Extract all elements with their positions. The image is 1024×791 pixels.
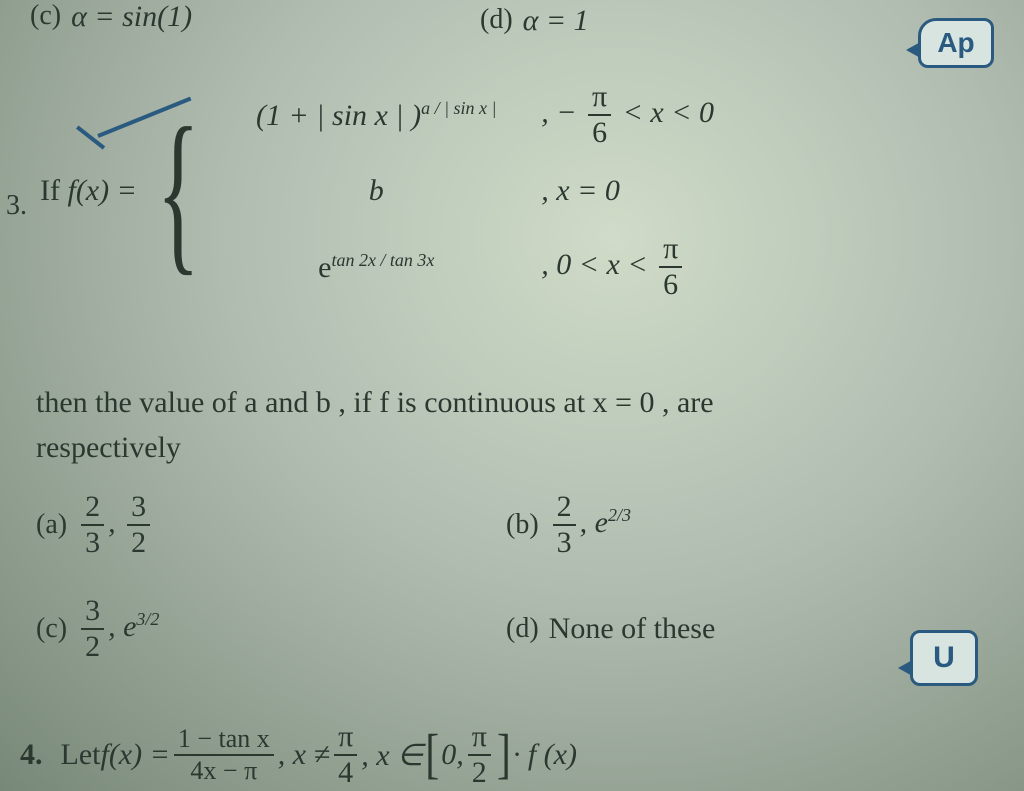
q4-pi4: π 4: [334, 720, 357, 790]
option-c-label: (c): [30, 0, 61, 32]
q3-function: If f(x) = { (1 + | sin x | )a / | sin x …: [40, 80, 714, 302]
option-d-expr: α = 1: [523, 4, 589, 38]
q4-tail: · f (x): [513, 738, 577, 772]
badge-u-text: U: [933, 641, 955, 675]
q4-number: 4.: [20, 738, 43, 772]
q4-main-frac: 1 − tan x 4x − π: [174, 724, 274, 786]
option-c-prev: (c) α = sin(1): [30, 0, 192, 34]
opt-d-text: None of these: [549, 612, 716, 646]
right-bracket-icon: ]: [497, 724, 511, 786]
case-3: etan 2x / tan 3x , 0 < x < π 6: [211, 232, 714, 302]
case-3-cond: , 0 < x < π 6: [541, 232, 686, 302]
q3-options: (a) 23, 32 (b) 23, e2/3 (c) 32, e3/2 (d)…: [36, 490, 976, 664]
badge-ap-text: Ap: [937, 27, 974, 59]
opt-c-label: (c): [36, 613, 67, 645]
prev-question-options: (c) α = sin(1) (d) α = 1: [0, 0, 1024, 60]
opt-a-label: (a): [36, 509, 67, 541]
q4: 4. Let f(x) = 1 − tan x 4x − π , x ≠ π 4…: [20, 720, 1000, 790]
case-1-cond: , − π 6 < x < 0: [541, 80, 714, 150]
q3-number: 3.: [6, 190, 27, 222]
left-brace: {: [156, 101, 199, 281]
q3-then-text: then the value of a and b , if f is cont…: [36, 380, 976, 470]
cases: (1 + | sin x | )a / | sin x | , − π 6 < …: [211, 80, 714, 302]
case-2: b , x = 0: [211, 174, 714, 208]
option-d: (d) None of these: [506, 594, 976, 664]
case-1: (1 + | sin x | )a / | sin x | , − π 6 < …: [211, 80, 714, 150]
page-root: (c) α = sin(1) (d) α = 1 Ap 3. If f(x) =…: [0, 0, 1024, 791]
opt-b-label: (b): [506, 509, 539, 541]
opt-d-label: (d): [506, 613, 539, 645]
q4-fx: f(x) =: [100, 738, 169, 772]
opt-c-expr: 32, e3/2: [77, 594, 159, 664]
case-3-expr: etan 2x / tan 3x: [211, 250, 541, 285]
opt-b-expr: 23, e2/3: [549, 490, 631, 560]
case-1-expr: (1 + | sin x | )a / | sin x |: [211, 98, 541, 133]
q4-pi2: π 2: [468, 720, 491, 790]
q4-mid: , x ≠: [278, 738, 330, 772]
q4-lead: Let: [61, 738, 101, 772]
case-2-expr: b: [211, 174, 541, 208]
option-c: (c) 32, e3/2: [36, 594, 506, 664]
q4-int-lo: 0,: [441, 738, 464, 772]
then-line-1: then the value of a and b , if f is cont…: [36, 386, 714, 419]
option-b: (b) 23, e2/3: [506, 490, 976, 560]
opt-a-expr: 23, 32: [77, 490, 154, 560]
badge-ap: Ap: [918, 18, 994, 68]
q3-lead: If f(x) =: [40, 174, 137, 208]
q4-mid2: , x ∈: [361, 738, 423, 773]
option-a: (a) 23, 32: [36, 490, 506, 560]
option-d-prev: (d) α = 1: [480, 4, 589, 38]
then-line-2: respectively: [36, 431, 181, 464]
option-c-expr: α = sin(1): [71, 0, 192, 34]
option-d-label: (d): [480, 4, 513, 36]
badge-u: U: [910, 630, 978, 686]
case-2-cond: , x = 0: [541, 174, 620, 208]
left-bracket-icon: [: [425, 724, 439, 786]
